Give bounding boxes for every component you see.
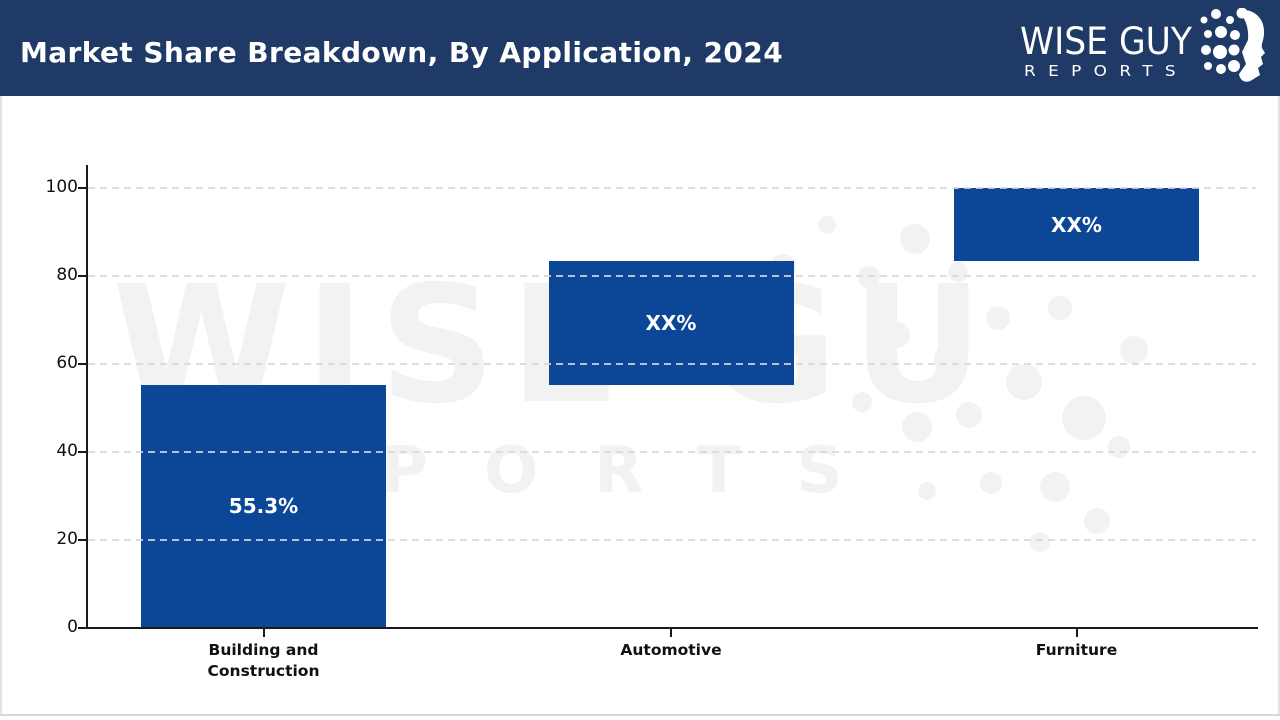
logo-brand-text: WISE GUY [1020, 20, 1192, 63]
y-axis-tick [78, 627, 86, 629]
header-bar: Market Share Breakdown, By Application, … [0, 0, 1280, 96]
gridline [88, 275, 1256, 277]
gridline [88, 363, 1256, 365]
y-tick-label: 0 [67, 617, 78, 637]
y-axis-tick [78, 539, 86, 541]
y-tick-label: 100 [45, 177, 78, 197]
y-tick-label: 20 [56, 529, 78, 549]
bottom-border-line [0, 714, 1280, 716]
bar-segment [141, 384, 386, 628]
gridline [88, 539, 1256, 541]
x-axis-tick [1075, 629, 1078, 637]
x-category-label: Automotive [620, 641, 722, 659]
bar-segment [954, 188, 1199, 262]
logo-sub-text: REPORTS [1024, 62, 1188, 80]
y-axis-tick [78, 187, 86, 189]
logo-face-dots [1200, 8, 1265, 82]
gridline [88, 187, 1256, 189]
x-category-label: Furniture [1035, 641, 1118, 659]
y-axis-tick [78, 275, 86, 277]
x-axis-tick [670, 629, 672, 637]
bar-value-label: 55.3% [228, 494, 299, 519]
page-border [0, 96, 1280, 714]
bar-value-label: XX% [645, 311, 697, 336]
x-axis-line [86, 627, 1258, 629]
x-axis-tick [262, 629, 265, 637]
wiseguy-logo: WISE GUY REPORTS [1020, 8, 1265, 82]
gridline [88, 451, 1256, 453]
y-axis-tick [78, 451, 86, 453]
bar-value-label: XX% [1051, 212, 1102, 237]
x-category-label: Building and Construction [207, 641, 320, 680]
y-axis-tick [78, 363, 86, 365]
y-tick-label: 60 [56, 353, 78, 373]
page-title: Market Share Breakdown, By Application, … [20, 36, 784, 69]
y-tick-label: 40 [56, 441, 78, 461]
y-axis-line [86, 165, 88, 629]
y-tick-label: 80 [56, 265, 78, 285]
